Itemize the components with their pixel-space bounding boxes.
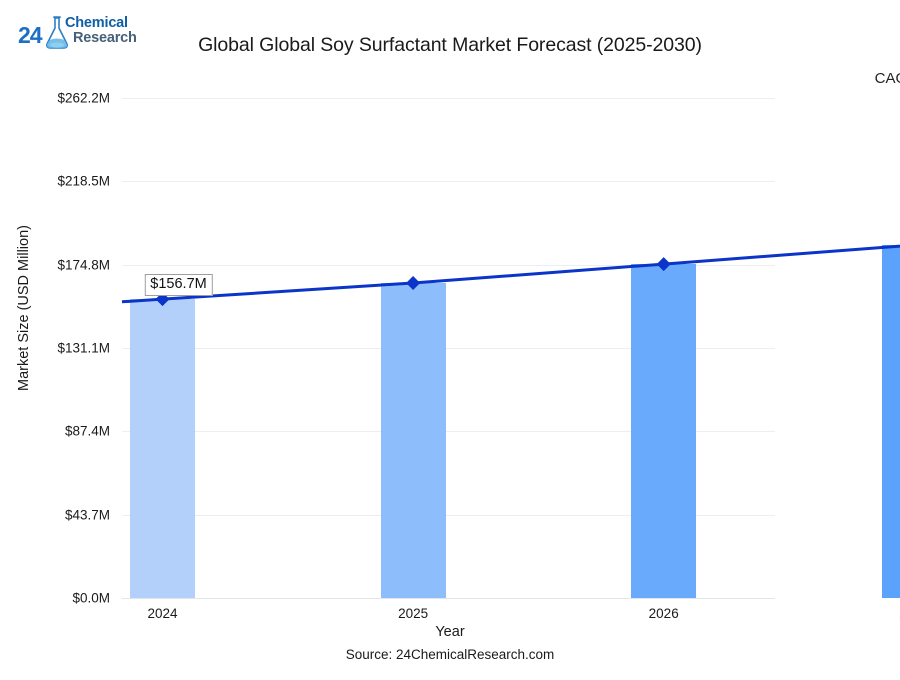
y-axis-tick-label: $87.4M bbox=[64, 423, 110, 439]
bar[interactable] bbox=[130, 299, 195, 598]
y-axis-tick-label: $218.5M bbox=[57, 173, 110, 189]
brand-logo: 24 Chemical Research bbox=[18, 14, 137, 54]
y-axis-tick-label: $0.0M bbox=[72, 590, 110, 606]
x-axis-line bbox=[122, 598, 775, 599]
cagr-annotation: CAGR bbox=[874, 70, 900, 87]
x-axis-title: Year bbox=[435, 624, 465, 640]
logo-mark-24: 24 bbox=[18, 22, 43, 48]
x-axis-tick-label: 2025 bbox=[398, 606, 429, 621]
gridline bbox=[122, 514, 775, 516]
logo-text-research: Research bbox=[73, 30, 137, 46]
bar[interactable] bbox=[380, 282, 446, 598]
y-axis-tick-label: $174.8M bbox=[57, 257, 110, 273]
y-axis-tick-label: $262.2M bbox=[57, 90, 110, 106]
bar[interactable] bbox=[631, 264, 697, 598]
bar[interactable] bbox=[881, 245, 900, 598]
flask-icon bbox=[46, 16, 68, 49]
gridline bbox=[122, 264, 775, 266]
chart-plot-area: $0.0M $43.7M $87.4M $131.1M $174.8M $218.5M $2… bbox=[57, 91, 900, 621]
x-axis-tick-label: 2026 bbox=[648, 606, 679, 621]
trend-line bbox=[121, 244, 900, 304]
line-marker[interactable] bbox=[656, 257, 671, 272]
gridline bbox=[122, 181, 775, 183]
data-value-label: $156.7M bbox=[144, 274, 213, 297]
gridline bbox=[122, 98, 775, 99]
gridline bbox=[122, 431, 775, 433]
source-note: Source: 24ChemicalResearch.com bbox=[345, 647, 555, 662]
line-marker[interactable] bbox=[406, 275, 421, 290]
y-axis-title: Market Size (USD Million) bbox=[16, 225, 32, 391]
y-axis-tick-label: $131.1M bbox=[57, 340, 110, 356]
trend-line-series bbox=[121, 244, 900, 307]
chart-title: Global Global Soy Surfactant Market Fore… bbox=[198, 34, 702, 56]
y-axis-tick-label: $43.7M bbox=[64, 507, 110, 523]
gridline bbox=[122, 348, 775, 349]
logo-text-chemical: Chemical bbox=[65, 15, 128, 31]
x-axis-tick-label: 2024 bbox=[147, 606, 178, 621]
